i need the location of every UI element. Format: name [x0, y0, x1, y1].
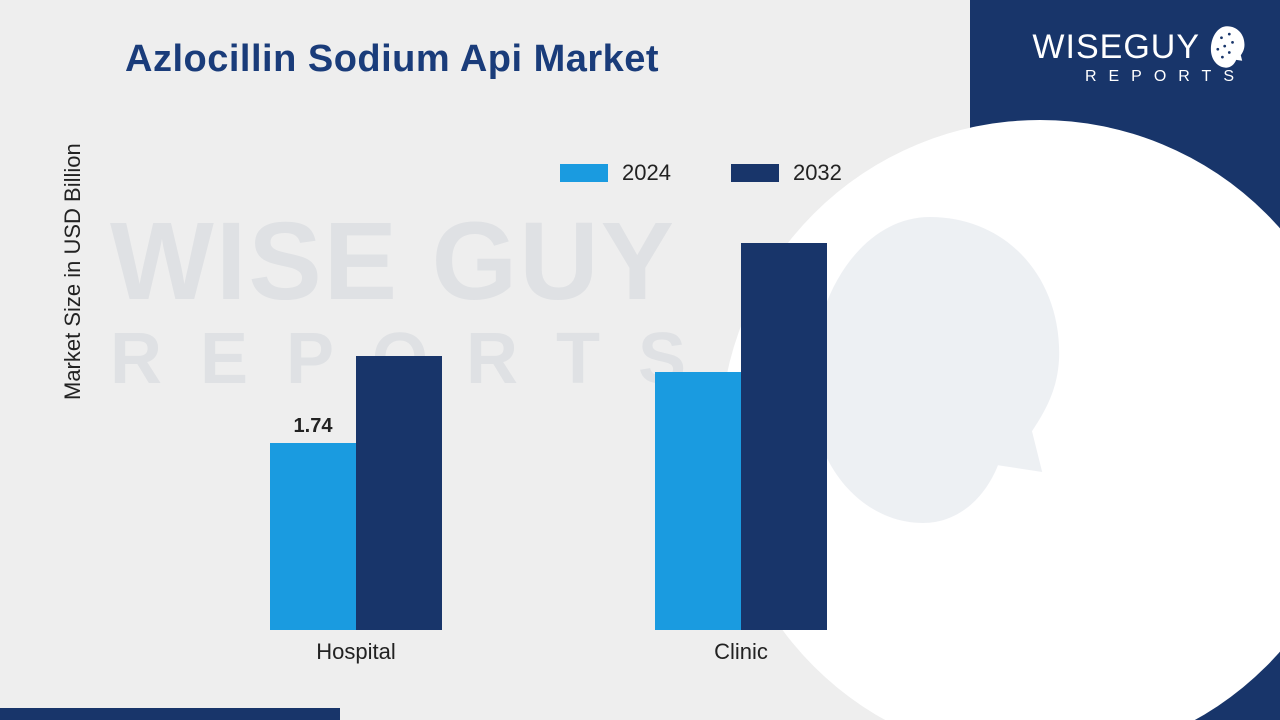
chart-title: Azlocillin Sodium Api Market — [125, 38, 659, 81]
legend-item: 2032 — [731, 160, 842, 186]
logo-head-icon — [1204, 24, 1250, 70]
legend-label: 2032 — [793, 160, 842, 186]
brand-logo: WISEGUY REPORTS — [1032, 24, 1250, 86]
bottom-strip — [0, 708, 340, 720]
legend-item: 2024 — [560, 160, 671, 186]
legend-swatch — [560, 164, 608, 182]
bar — [655, 372, 741, 630]
bar — [356, 356, 442, 630]
legend-label: 2024 — [622, 160, 671, 186]
y-axis-label: Market Size in USD Billion — [60, 143, 86, 400]
legend: 2024 2032 — [560, 160, 842, 186]
bar-group — [655, 243, 827, 630]
bar: 1.74 — [270, 443, 356, 630]
plot-area: 1.74 — [110, 200, 940, 630]
logo-line2: REPORTS — [1032, 68, 1250, 86]
x-axis-label: Hospital — [270, 639, 442, 665]
bar — [741, 243, 827, 630]
chart-canvas: WISE GUY REPORTS Azlocillin Sodium Api M… — [0, 0, 1280, 720]
logo-line1: WISEGUY — [1032, 24, 1250, 70]
chart-area: 1.74 Hospital Clinic — [110, 200, 940, 665]
legend-swatch — [731, 164, 779, 182]
bar-group: 1.74 — [270, 356, 442, 630]
x-axis-label: Clinic — [655, 639, 827, 665]
logo-text-1: WISEGUY — [1032, 28, 1200, 67]
bar-value-label: 1.74 — [270, 415, 356, 438]
